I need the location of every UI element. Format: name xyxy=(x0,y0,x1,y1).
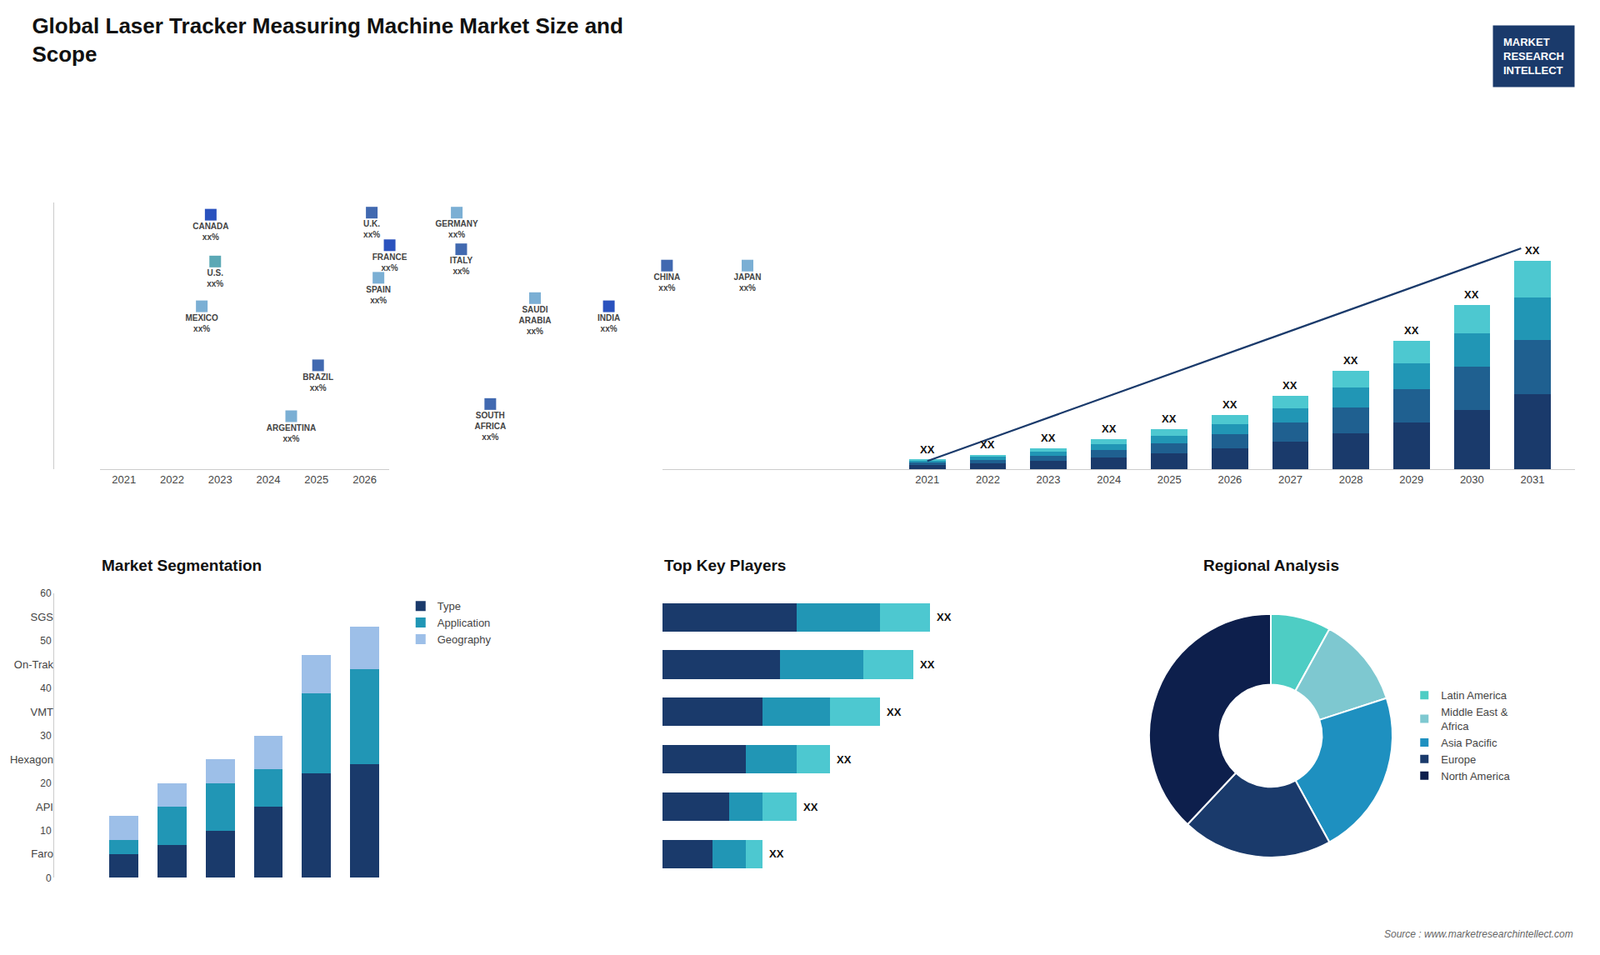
svg-text:2031: 2031 xyxy=(1520,473,1545,486)
svg-text:API: API xyxy=(35,800,54,814)
svg-text:MARKETRESEARCHINTELLECT: MARKETRESEARCHINTELLECT xyxy=(1503,35,1565,77)
svg-text:Source : www.marketresearchint: Source : www.marketresearchintellect.com xyxy=(1384,928,1574,940)
svg-text:SOUTHAFRICAxx%: SOUTHAFRICAxx% xyxy=(474,410,506,442)
svg-text:ARGENTINAxx%: ARGENTINAxx% xyxy=(266,423,316,444)
svg-text:2023: 2023 xyxy=(1036,473,1061,486)
svg-text:Market Segmentation: Market Segmentation xyxy=(101,556,262,575)
svg-text:2022: 2022 xyxy=(975,473,1000,486)
svg-text:Application: Application xyxy=(437,616,491,630)
svg-text:2027: 2027 xyxy=(1278,473,1303,486)
svg-text:XX: XX xyxy=(1040,431,1056,445)
svg-text:U.S.xx%: U.S.xx% xyxy=(206,268,224,289)
svg-text:Hexagon: Hexagon xyxy=(10,753,54,766)
svg-text:0: 0 xyxy=(45,872,52,885)
svg-text:XX: XX xyxy=(1161,412,1177,425)
svg-text:60: 60 xyxy=(40,587,52,600)
svg-text:SGS: SGS xyxy=(30,610,55,624)
svg-text:2026: 2026 xyxy=(1217,473,1242,486)
svg-text:2025: 2025 xyxy=(1157,473,1182,486)
svg-text:Regional Analysis: Regional Analysis xyxy=(1203,556,1340,575)
svg-text:Middle East &Africa: Middle East &Africa xyxy=(1440,705,1509,733)
svg-text:XX: XX xyxy=(936,610,952,624)
svg-text:2021: 2021 xyxy=(915,473,940,486)
svg-text:INDIAxx%: INDIAxx% xyxy=(597,313,620,334)
svg-text:XX: XX xyxy=(1222,398,1238,411)
svg-text:2024: 2024 xyxy=(256,473,281,486)
svg-text:Faro: Faro xyxy=(30,847,54,860)
svg-text:2030: 2030 xyxy=(1460,473,1485,486)
svg-text:XX: XX xyxy=(803,800,819,814)
svg-text:GERMANYxx%: GERMANYxx% xyxy=(435,219,479,240)
svg-text:XX: XX xyxy=(980,438,995,451)
svg-text:CHINAxx%: CHINAxx% xyxy=(654,272,681,293)
svg-text:Global Laser Tracker Measuring: Global Laser Tracker Measuring Machine M… xyxy=(31,13,623,67)
svg-text:2028: 2028 xyxy=(1339,473,1364,486)
svg-text:Europe: Europe xyxy=(1440,753,1476,766)
svg-text:2026: 2026 xyxy=(352,473,377,486)
svg-text:SPAINxx%: SPAINxx% xyxy=(365,285,391,305)
svg-text:VMT: VMT xyxy=(30,705,55,719)
svg-text:XX: XX xyxy=(920,443,935,456)
svg-text:XX: XX xyxy=(920,658,935,671)
svg-text:20: 20 xyxy=(40,777,52,790)
svg-text:XX: XX xyxy=(1464,288,1480,301)
svg-text:FRANCExx%: FRANCExx% xyxy=(372,252,408,273)
svg-text:JAPANxx%: JAPANxx% xyxy=(733,272,761,293)
svg-text:BRAZILxx%: BRAZILxx% xyxy=(302,372,334,393)
svg-text:Top Key Players: Top Key Players xyxy=(664,556,786,575)
svg-text:Latin America: Latin America xyxy=(1440,689,1508,702)
svg-text:ITALYxx%: ITALYxx% xyxy=(450,255,474,276)
svg-text:2029: 2029 xyxy=(1399,473,1424,486)
svg-text:XX: XX xyxy=(1525,244,1540,257)
svg-text:2025: 2025 xyxy=(304,473,329,486)
svg-text:XX: XX xyxy=(836,753,852,766)
svg-text:CANADAxx%: CANADAxx% xyxy=(192,221,229,242)
svg-text:U.K.xx%: U.K.xx% xyxy=(363,219,380,240)
svg-text:SAUDIARABIAxx%: SAUDIARABIAxx% xyxy=(519,305,552,336)
svg-text:50: 50 xyxy=(40,635,52,647)
svg-text:XX: XX xyxy=(886,705,902,719)
svg-text:MEXICOxx%: MEXICOxx% xyxy=(185,313,219,334)
svg-text:XX: XX xyxy=(1404,324,1420,337)
svg-text:Geography: Geography xyxy=(437,633,492,646)
svg-text:North America: North America xyxy=(1440,770,1510,783)
svg-text:Asia Pacific: Asia Pacific xyxy=(1440,736,1498,750)
svg-text:2024: 2024 xyxy=(1096,473,1121,486)
svg-text:2021: 2021 xyxy=(111,473,136,486)
svg-text:XX: XX xyxy=(769,847,785,860)
svg-text:XX: XX xyxy=(1282,379,1298,392)
svg-text:10: 10 xyxy=(40,825,52,837)
svg-text:XX: XX xyxy=(1101,422,1117,435)
svg-text:XX: XX xyxy=(1343,354,1359,367)
svg-text:2023: 2023 xyxy=(208,473,233,486)
svg-text:2022: 2022 xyxy=(160,473,185,486)
svg-text:30: 30 xyxy=(40,730,52,742)
svg-text:On-Trak: On-Trak xyxy=(14,658,55,671)
svg-text:40: 40 xyxy=(40,682,52,695)
svg-text:Type: Type xyxy=(437,600,461,613)
